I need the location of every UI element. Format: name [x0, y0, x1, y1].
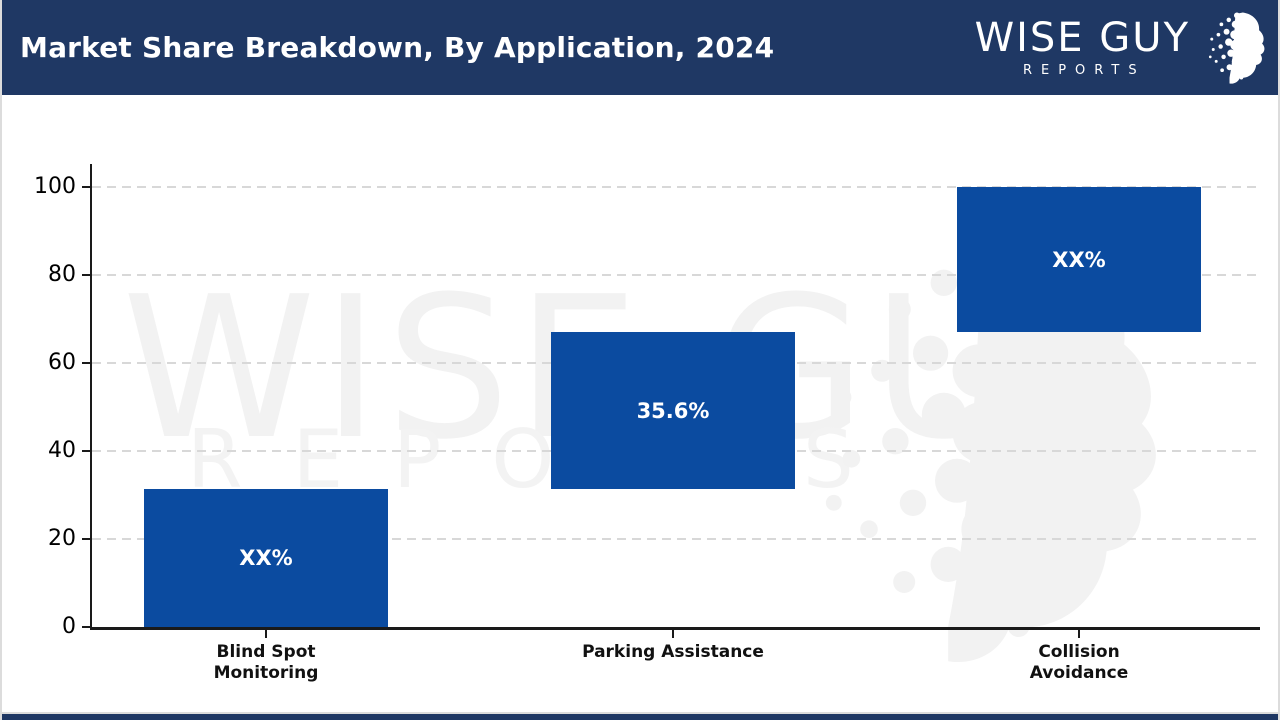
page-title: Market Share Breakdown, By Application, …: [20, 31, 775, 64]
category-label-1: Blind Spot Monitoring: [213, 642, 319, 684]
bottom-border: [2, 712, 1278, 714]
plot-area: 0 20 40 60 80 100 XX% Blind Spot Monitoring 35.6…: [34, 164, 1260, 683]
x-tick-2: [672, 630, 674, 638]
wiseguy-face-icon: [1194, 8, 1268, 88]
y-tick-100: [82, 186, 90, 188]
y-tick-label-20: 20: [48, 526, 76, 551]
gridline-20: [92, 538, 1260, 540]
y-tick-40: [82, 450, 90, 452]
category-label-2: Parking Assistance: [582, 642, 764, 662]
x-tick-3: [1078, 630, 1080, 638]
logo-subtext: REPORTS: [1022, 63, 1146, 78]
y-tick-label-80: 80: [48, 262, 76, 287]
y-tick-20: [82, 538, 90, 540]
y-tick-label-60: 60: [48, 350, 76, 375]
bar-value-label: XX%: [1052, 247, 1106, 272]
y-tick-60: [82, 362, 90, 364]
header-bar: Market Share Breakdown, By Application, …: [2, 0, 1278, 95]
y-tick-0: [82, 626, 90, 628]
wiseguy-logo: WISE GUY REPORTS: [975, 8, 1268, 88]
x-axis-line: [90, 627, 1260, 630]
bar-segment-1: XX%: [144, 488, 388, 627]
x-tick-1: [265, 630, 267, 638]
y-tick-label-40: 40: [48, 438, 76, 463]
logo-wordmark: WISE GUY: [974, 15, 1190, 61]
y-tick-label-100: 100: [34, 174, 76, 199]
y-tick-80: [82, 274, 90, 276]
bar-value-label: 35.6%: [636, 398, 710, 423]
y-tick-label-0: 0: [62, 614, 76, 639]
y-axis-line: [90, 164, 92, 630]
gridline-80: [92, 274, 1260, 276]
gridline-100: [92, 186, 1260, 188]
category-label-3: Collision Avoidance: [1029, 642, 1129, 684]
bar-value-label: XX%: [239, 545, 293, 570]
bar-segment-3: XX%: [957, 187, 1201, 333]
bar-segment-2: 35.6%: [551, 332, 795, 489]
footer-bar: [2, 714, 1278, 720]
